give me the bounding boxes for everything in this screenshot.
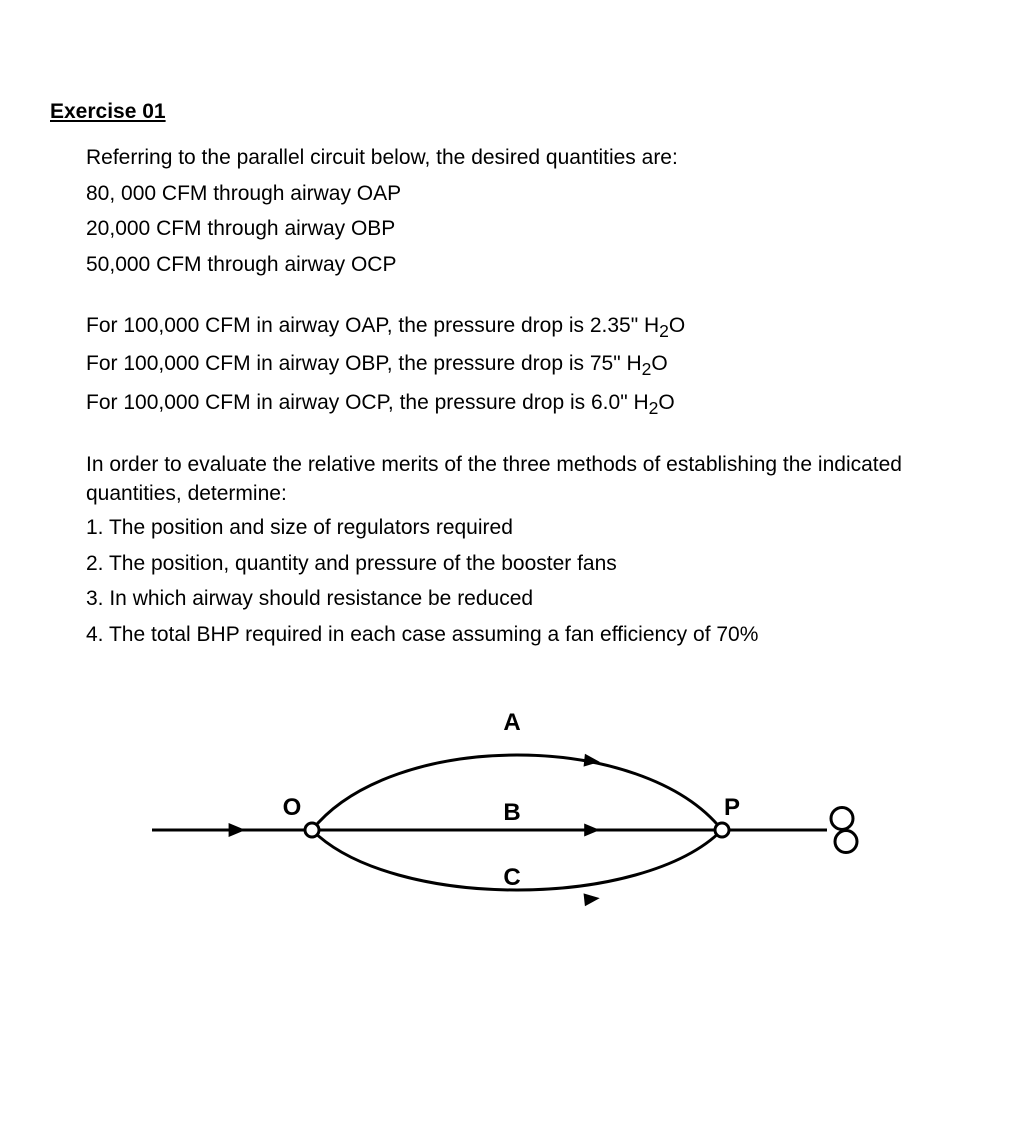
task-item: 2. The position, quantity and pressure o… <box>86 548 974 580</box>
task-item: 1. The position and size of regulators r… <box>86 512 974 544</box>
svg-text:A: A <box>503 709 520 736</box>
instruction-lead: In order to evaluate the relative merits… <box>86 451 974 508</box>
pressure-drop-line: For 100,000 CFM in airway OCP, the press… <box>86 387 974 421</box>
intro-line: Referring to the parallel circuit below,… <box>86 142 974 174</box>
task-item: 3. In which airway should resistance be … <box>86 583 974 615</box>
parallel-circuit-diagram: O P A B C <box>132 700 892 960</box>
svg-text:C: C <box>503 864 520 891</box>
quantity-line: 80, 000 CFM through airway OAP <box>86 178 974 210</box>
svg-text:P: P <box>724 794 740 821</box>
exercise-heading: Exercise 01 <box>50 100 974 124</box>
pressure-drop-line: For 100,000 CFM in airway OBP, the press… <box>86 348 974 382</box>
quantity-line: 20,000 CFM through airway OBP <box>86 213 974 245</box>
quantity-line: 50,000 CFM through airway OCP <box>86 249 974 281</box>
svg-text:O: O <box>283 794 302 821</box>
svg-text:B: B <box>503 799 520 826</box>
task-item: 4. The total BHP required in each case a… <box>86 619 974 651</box>
pressure-drop-line: For 100,000 CFM in airway OAP, the press… <box>86 310 974 344</box>
